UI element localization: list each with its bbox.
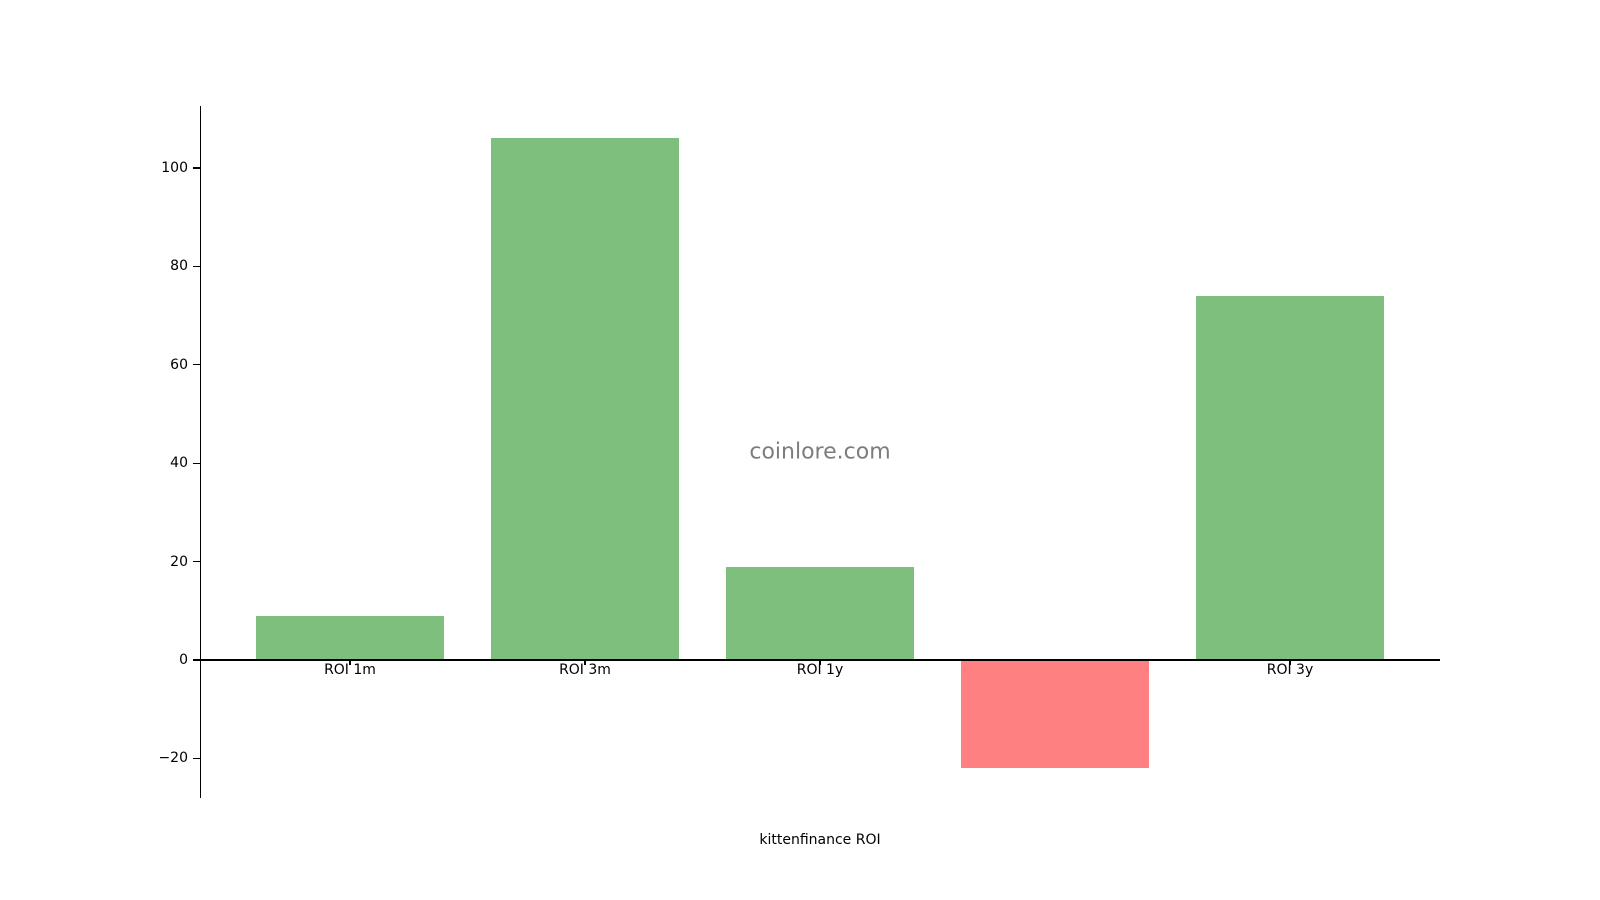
x-tick-label: ROI 1y <box>796 662 844 678</box>
y-tick-label: 60 <box>170 356 188 373</box>
x-tick-mark <box>584 660 586 665</box>
x-tick-label: ROI 1m <box>324 662 376 678</box>
y-tick-mark <box>192 167 201 169</box>
plot-area: coinlore.com <box>200 106 1440 798</box>
bar-roi-3 <box>961 660 1149 769</box>
y-tick-mark <box>192 757 201 760</box>
y-tick-label: 20 <box>170 553 188 570</box>
chart-title: kittenfinance ROI <box>759 832 881 848</box>
x-tick-label: ROI 3y <box>1266 662 1314 678</box>
y-tick-mark <box>192 560 201 563</box>
y-axis-line <box>200 106 202 798</box>
y-tick-mark <box>192 364 201 366</box>
x-tick-mark <box>1289 660 1291 665</box>
bar-roi-3y <box>1196 295 1384 660</box>
y-tick-mark <box>192 265 201 268</box>
x-tick-mark <box>349 660 351 665</box>
x-axis-line <box>201 659 1440 661</box>
x-tick-mark <box>819 660 821 665</box>
x-tick-label: ROI 3m <box>559 662 611 678</box>
y-tick-label: −20 <box>158 750 188 767</box>
bar-roi-3m <box>491 138 679 660</box>
y-tick-label: 80 <box>170 258 188 275</box>
y-tick-label: 40 <box>170 455 188 472</box>
y-tick-mark <box>192 462 201 464</box>
bar-roi-1m <box>256 615 444 660</box>
y-tick-mark <box>192 659 201 661</box>
y-tick-label: 100 <box>161 160 188 176</box>
watermark: coinlore.com <box>749 439 891 465</box>
y-tick-label: 0 <box>179 652 188 668</box>
bar-roi-1y <box>726 566 914 660</box>
